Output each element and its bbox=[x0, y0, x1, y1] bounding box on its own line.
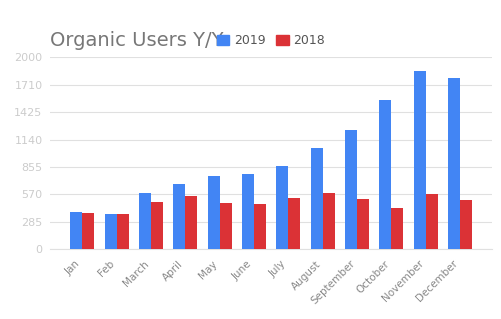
Bar bbox=[254, 204, 266, 249]
Bar bbox=[82, 213, 94, 249]
Bar bbox=[344, 130, 356, 249]
Bar bbox=[390, 208, 402, 249]
Bar bbox=[356, 199, 368, 249]
Bar bbox=[413, 71, 425, 249]
Bar bbox=[288, 198, 300, 249]
Bar bbox=[241, 174, 254, 249]
Text: Organic Users Y/Y: Organic Users Y/Y bbox=[50, 31, 223, 50]
Bar bbox=[322, 193, 334, 249]
Bar bbox=[139, 193, 151, 249]
Legend: 2019, 2018: 2019, 2018 bbox=[211, 29, 330, 52]
Bar bbox=[207, 176, 219, 249]
Bar bbox=[425, 194, 437, 249]
Bar bbox=[104, 214, 116, 249]
Bar bbox=[447, 78, 459, 249]
Bar bbox=[219, 203, 231, 249]
Bar bbox=[378, 100, 390, 249]
Bar bbox=[185, 196, 197, 249]
Bar bbox=[173, 184, 185, 249]
Bar bbox=[310, 148, 322, 249]
Bar bbox=[276, 166, 288, 249]
Bar bbox=[459, 200, 471, 249]
Bar bbox=[70, 212, 82, 249]
Bar bbox=[151, 202, 163, 249]
Bar bbox=[116, 214, 128, 249]
